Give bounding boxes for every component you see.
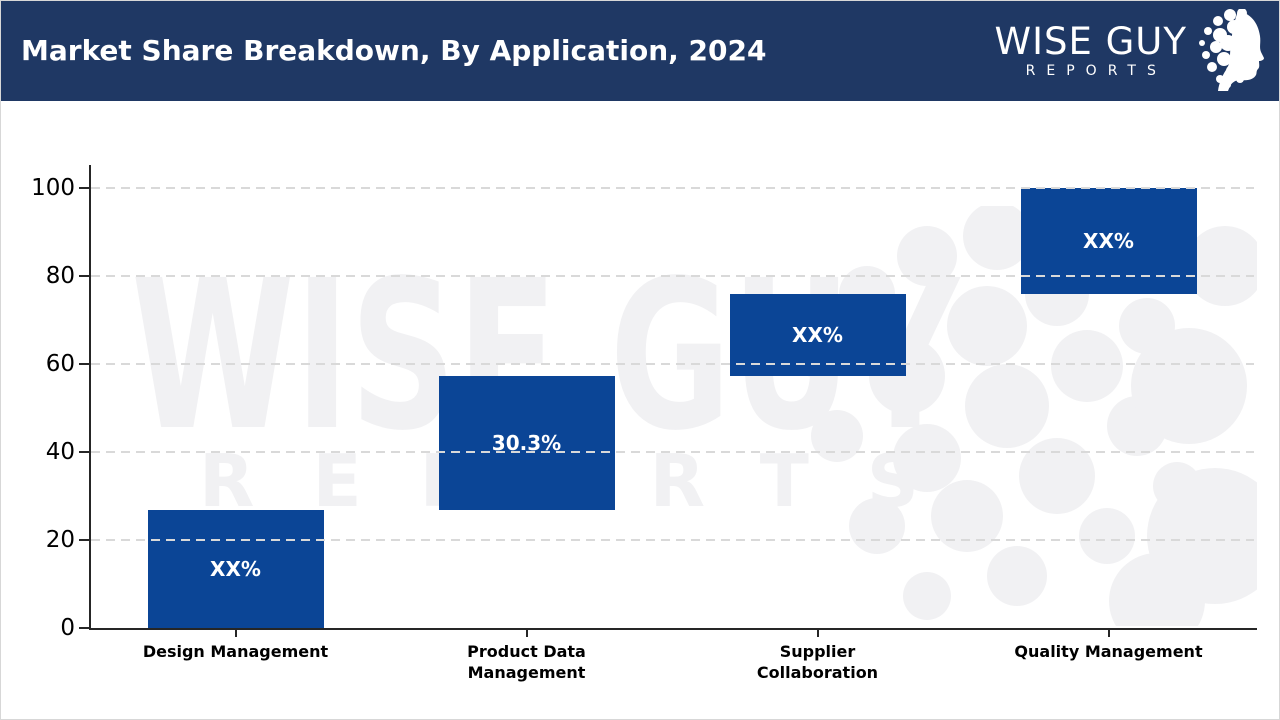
x-axis-label-line: Supplier xyxy=(779,642,856,661)
y-tick-label-20: 20 xyxy=(45,527,75,553)
x-axis-label-line: Quality Management xyxy=(1014,642,1203,661)
x-axis-label-product-data-management: Product Data Management xyxy=(412,641,642,683)
y-tick-mark-20 xyxy=(79,539,89,541)
y-tick-label-0: 0 xyxy=(60,615,75,641)
gridline-100 xyxy=(91,187,1254,189)
x-axis-label-line: Product Data xyxy=(467,642,586,661)
brand-logo-text: WISE GUY REPORTS xyxy=(994,19,1187,80)
gridline-80 xyxy=(91,275,1254,277)
page-title: Market Share Breakdown, By Application, … xyxy=(21,34,767,67)
y-tick-mark-0 xyxy=(79,627,89,629)
bar-value-label: XX% xyxy=(792,323,843,348)
y-tick-mark-80 xyxy=(79,275,89,277)
bar-value-label: XX% xyxy=(210,556,261,581)
y-tick-mark-60 xyxy=(79,363,89,365)
x-tick-mark-3 xyxy=(1107,630,1110,637)
gridline-20 xyxy=(91,539,1254,541)
x-axis-label-quality-management: Quality Management xyxy=(994,641,1224,662)
brand-logo-name: WISE GUY xyxy=(994,19,1187,63)
y-tick-mark-100 xyxy=(79,187,89,189)
y-tick-mark-40 xyxy=(79,451,89,453)
header-bar: Market Share Breakdown, By Application, … xyxy=(1,1,1279,101)
brand-logo-sub: REPORTS xyxy=(1025,63,1167,80)
gridline-40 xyxy=(91,451,1254,453)
x-axis-label-design-management: Design Management xyxy=(121,641,351,662)
bar-supplier-collaboration: XX% xyxy=(729,294,906,377)
x-tick-mark-0 xyxy=(234,630,237,637)
x-axis-label-supplier-collaboration: Supplier Collaboration xyxy=(703,641,933,683)
gridline-60 xyxy=(91,363,1254,365)
brand-logo: WISE GUY REPORTS xyxy=(994,9,1265,91)
bar-design-management: XX% xyxy=(147,509,324,628)
bar-value-label: XX% xyxy=(1083,229,1134,254)
x-tick-mark-1 xyxy=(525,630,528,637)
y-tick-label-60: 60 xyxy=(45,351,75,377)
y-tick-label-80: 80 xyxy=(45,263,75,289)
x-axis-label-line: Management xyxy=(467,663,586,683)
x-axis-label-line: Collaboration xyxy=(756,663,879,683)
dot-head-icon xyxy=(1199,9,1264,91)
bar-product-data-management: 30.3% xyxy=(438,376,615,510)
x-axis-line xyxy=(89,628,1257,630)
x-tick-mark-2 xyxy=(816,630,819,637)
bar-value-label: 30.3% xyxy=(491,430,562,455)
y-tick-label-40: 40 xyxy=(45,439,75,465)
bar-quality-management: XX% xyxy=(1020,188,1197,295)
y-tick-label-100: 100 xyxy=(31,175,75,201)
y-axis-line xyxy=(89,165,91,630)
x-axis-label-line: Design Management xyxy=(142,642,329,661)
